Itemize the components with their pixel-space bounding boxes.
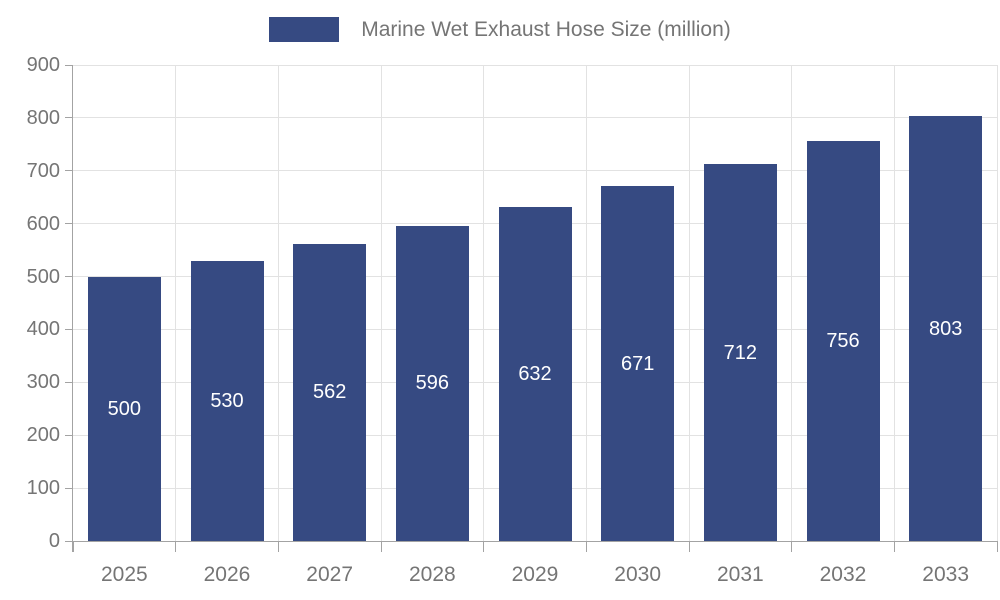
x-tick-label: 2031 — [716, 563, 764, 586]
bar-value-label: 530 — [210, 389, 244, 412]
x-tick-label: 2033 — [922, 563, 970, 586]
y-axis-tick — [65, 381, 73, 383]
y-axis-tick — [65, 64, 73, 66]
x-axis-tick — [688, 541, 690, 552]
gridline-horizontal — [73, 64, 997, 66]
x-tick-label: 2028 — [408, 563, 456, 586]
bar[interactable] — [498, 206, 572, 541]
bar[interactable] — [909, 116, 983, 541]
bar-value-label: 712 — [723, 341, 758, 364]
y-axis-tick — [65, 487, 73, 489]
bar[interactable] — [395, 225, 469, 541]
gridline-vertical — [688, 65, 690, 541]
x-axis-tick — [72, 541, 74, 552]
legend-label: Marine Wet Exhaust Hose Size (million) — [361, 17, 731, 41]
gridline-vertical — [893, 65, 895, 541]
gridline-horizontal — [73, 117, 997, 119]
bar[interactable] — [293, 243, 367, 541]
y-tick-label: 900 — [26, 54, 60, 76]
bar[interactable] — [703, 164, 777, 541]
gridline-vertical — [585, 65, 587, 541]
x-axis-tick — [893, 541, 895, 552]
legend-swatch-icon — [269, 17, 340, 42]
y-axis-tick — [65, 223, 73, 225]
y-axis-tick — [65, 540, 73, 542]
y-axis-line — [72, 65, 73, 552]
y-tick-label: 700 — [26, 159, 60, 182]
gridline-horizontal — [73, 170, 997, 172]
y-tick-label: 600 — [26, 212, 60, 235]
bar[interactable] — [806, 141, 880, 541]
y-tick-label: 0 — [48, 530, 60, 552]
x-tick-label: 2030 — [614, 563, 662, 586]
gridline-vertical — [483, 65, 485, 541]
x-tick-label: 2027 — [306, 563, 354, 586]
bar-value-label: 756 — [826, 330, 860, 353]
bar[interactable] — [190, 260, 264, 541]
y-tick-label: 200 — [26, 424, 60, 447]
x-axis-tick — [791, 541, 793, 552]
legend[interactable]: Marine Wet Exhaust Hose Size (million) — [0, 17, 1000, 42]
bar-value-label: 500 — [107, 397, 142, 420]
x-tick-label: 2025 — [100, 563, 148, 586]
y-tick-label: 400 — [26, 318, 60, 341]
bar-value-label: 562 — [312, 381, 347, 404]
gridline-vertical — [791, 65, 793, 541]
gridline-vertical — [175, 65, 177, 541]
x-axis-tick — [175, 541, 177, 552]
y-tick-label: 800 — [26, 106, 60, 129]
gridline-vertical — [380, 65, 382, 541]
x-axis-tick — [277, 541, 279, 552]
bar[interactable] — [601, 186, 675, 541]
bar[interactable] — [87, 276, 161, 541]
bar-value-label: 632 — [518, 362, 552, 385]
x-tick-label: 2032 — [819, 563, 867, 586]
y-axis-tick — [65, 434, 73, 436]
y-axis-tick — [65, 117, 73, 119]
y-axis-tick — [65, 328, 73, 330]
x-tick-label: 2026 — [203, 563, 251, 586]
bar-value-label: 803 — [928, 317, 963, 340]
y-tick-label: 300 — [26, 371, 60, 394]
x-axis-tick — [996, 541, 998, 552]
y-axis-tick — [65, 170, 73, 172]
x-axis-tick — [380, 541, 382, 552]
y-tick-label: 100 — [26, 477, 60, 500]
y-tick-label: 500 — [26, 265, 60, 288]
y-axis-tick — [65, 276, 73, 278]
x-axis-line — [73, 541, 997, 542]
x-tick-label: 2029 — [511, 563, 559, 586]
x-axis-tick — [483, 541, 485, 552]
gridline-vertical — [996, 65, 998, 541]
gridline-vertical — [277, 65, 279, 541]
bar-value-label: 596 — [415, 372, 450, 395]
bar-value-label: 671 — [620, 352, 655, 375]
x-axis-tick — [585, 541, 587, 552]
